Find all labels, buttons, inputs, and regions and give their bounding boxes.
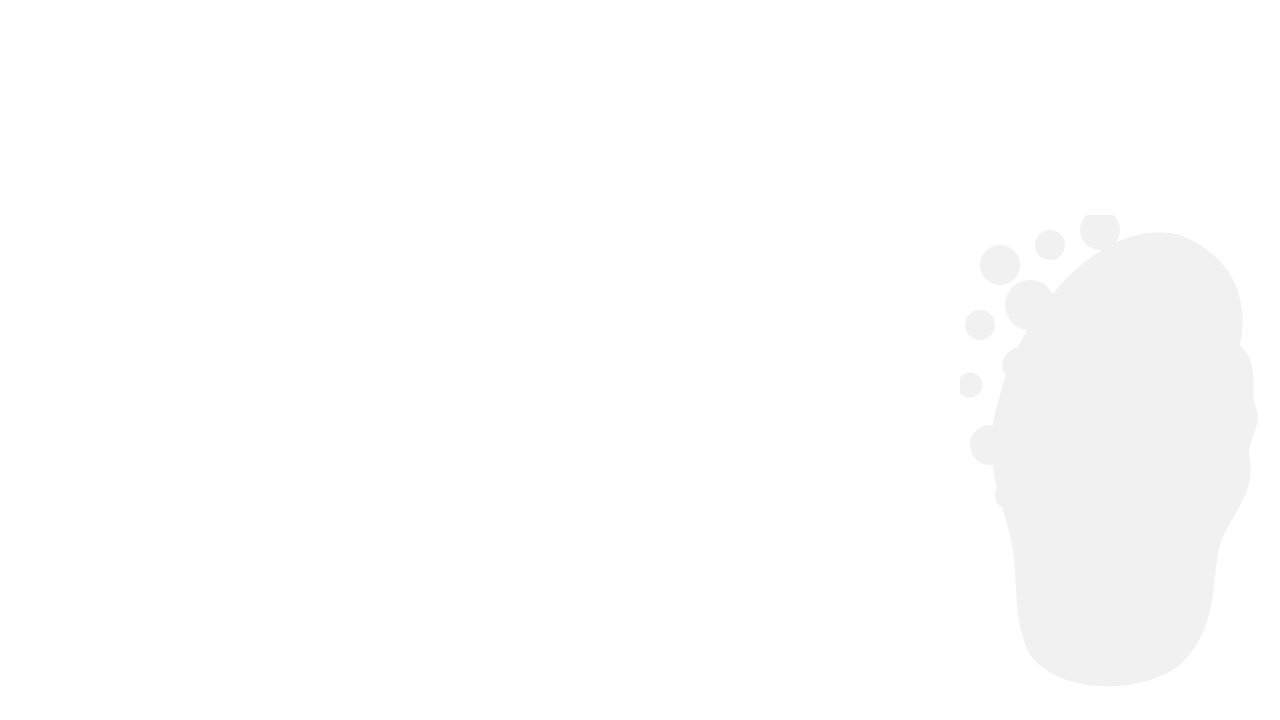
watermark-head-icon [960,215,1258,687]
footer-bar [0,713,1280,720]
logo-head-icon [1208,8,1261,91]
wise-guy-reports-logo [1196,8,1280,92]
header-bar [0,0,1280,100]
